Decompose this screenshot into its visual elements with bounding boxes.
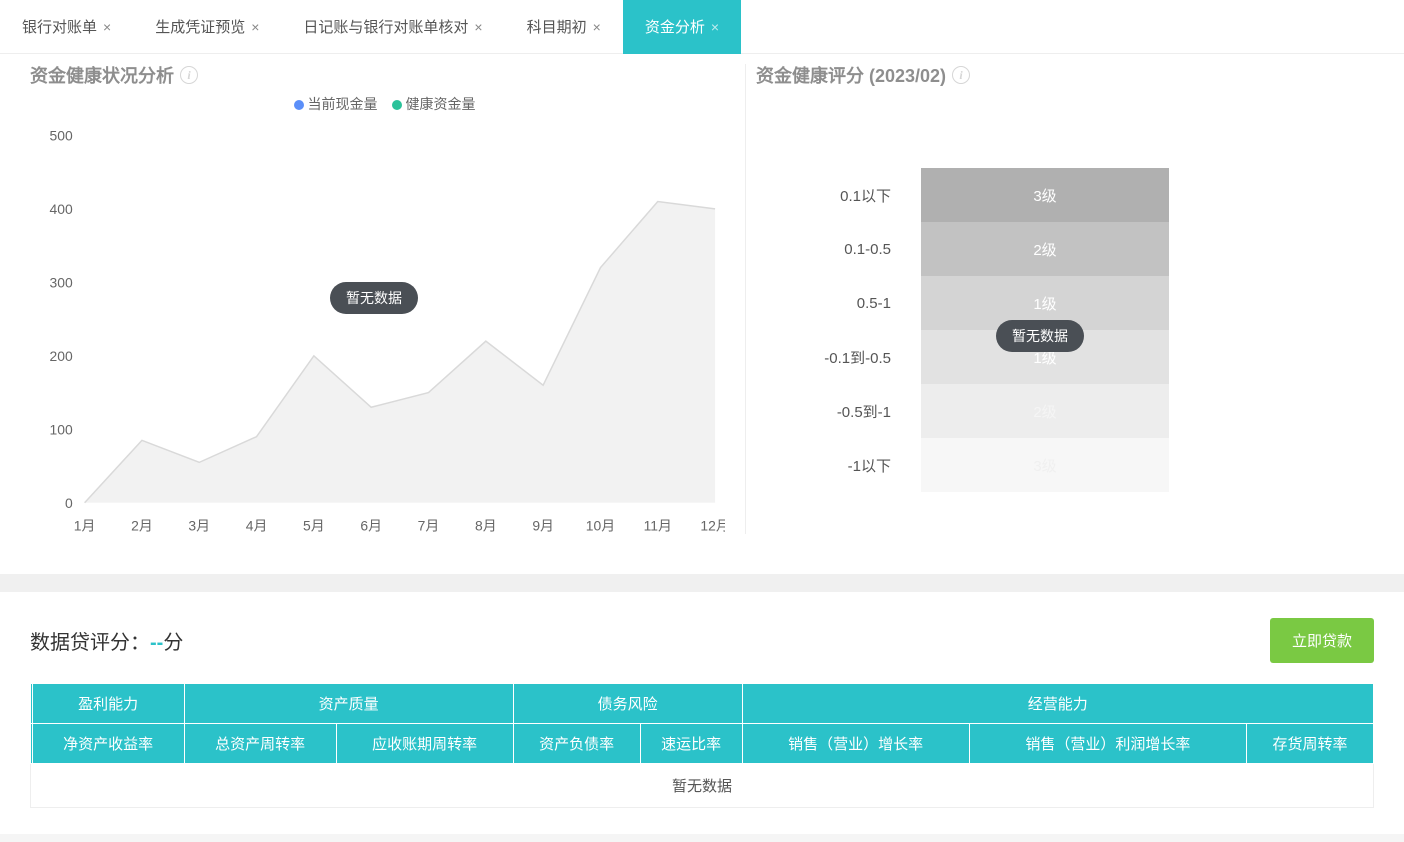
svg-text:7月: 7月 xyxy=(418,518,440,534)
legend-label: 健康资金量 xyxy=(406,96,476,112)
svg-text:12月: 12月 xyxy=(700,518,725,534)
table-header-cell: 存货周转率 xyxy=(1246,724,1373,764)
rating-range-label: -1以下 xyxy=(756,438,921,492)
tab-0[interactable]: 银行对账单 × xyxy=(0,0,133,54)
svg-text:200: 200 xyxy=(50,348,73,364)
chart-nodata-badge: 暂无数据 xyxy=(330,282,418,314)
rating-range-label: -0.1到-0.5 xyxy=(756,330,921,384)
right-section-title: 资金健康评分 (2023/02) i xyxy=(756,62,1374,88)
tab-label: 日记账与银行对账单核对 xyxy=(303,16,468,37)
tab-4[interactable]: 资金分析 × xyxy=(623,0,741,54)
svg-text:5月: 5月 xyxy=(303,518,325,534)
score-label-text: 数据贷评分： xyxy=(30,632,150,654)
tab-label: 银行对账单 xyxy=(22,16,97,37)
table-nodata-cell: 暂无数据 xyxy=(31,764,1374,808)
right-title-text: 资金健康评分 (2023/02) xyxy=(756,62,946,88)
info-icon[interactable]: i xyxy=(180,66,198,84)
svg-text:8月: 8月 xyxy=(475,518,497,534)
score-value: -- xyxy=(150,632,163,654)
loan-now-button[interactable]: 立即贷款 xyxy=(1270,618,1374,663)
svg-text:100: 100 xyxy=(50,421,73,437)
tab-3[interactable]: 科目期初 × xyxy=(505,0,623,54)
table-header-cell: 销售（营业）增长率 xyxy=(742,724,969,764)
svg-text:10月: 10月 xyxy=(586,518,615,534)
rating-range-label: -0.5到-1 xyxy=(756,384,921,438)
table-header-row-2: 净资产收益率总资产周转率应收账期周转率资产负债率速运比率销售（营业）增长率销售（… xyxy=(31,724,1374,764)
table-header-row-1: 盈利能力资产质量债务风险经营能力 xyxy=(31,684,1374,724)
table-header-cell: 资产负债率 xyxy=(513,724,640,764)
tab-bar: 银行对账单 × 生成凭证预览 × 日记账与银行对账单核对 × 科目期初 × 资金分析 × xyxy=(0,0,1404,54)
tab-label: 资金分析 xyxy=(645,16,705,37)
metrics-table: 盈利能力资产质量债务风险经营能力净资产收益率总资产周转率应收账期周转率资产负债率… xyxy=(30,683,1374,808)
data-loan-section: 数据贷评分：--分 立即贷款 盈利能力资产质量债务风险经营能力净资产收益率总资产… xyxy=(0,592,1404,834)
table-nodata-row: 暂无数据 xyxy=(31,764,1374,808)
svg-text:500: 500 xyxy=(50,127,73,143)
close-icon[interactable]: × xyxy=(251,19,259,35)
svg-text:0: 0 xyxy=(65,495,73,511)
svg-text:11月: 11月 xyxy=(644,518,672,534)
close-icon[interactable]: × xyxy=(711,19,719,35)
score-label: 数据贷评分：--分 xyxy=(30,626,183,655)
score-unit: 分 xyxy=(163,632,183,654)
section-gap xyxy=(0,574,1404,592)
fund-health-score-panel: 资金健康评分 (2023/02) i 0.1以下0.1-0.50.5-1-0.1… xyxy=(746,54,1404,544)
rating-table: 0.1以下0.1-0.50.5-1-0.1到-0.5-0.5到-1-1以下 3级… xyxy=(756,168,1374,492)
rating-range-label: 0.1以下 xyxy=(756,168,921,222)
legend-label: 当前现金量 xyxy=(308,96,378,112)
tab-label: 科目期初 xyxy=(527,16,587,37)
legend-dot xyxy=(392,100,402,110)
table-header-cell: 销售（营业）利润增长率 xyxy=(969,724,1246,764)
table-header-group: 资产质量 xyxy=(184,684,513,724)
left-section-title: 资金健康状况分析 i xyxy=(30,62,725,88)
rating-labels-col: 0.1以下0.1-0.50.5-1-0.1到-0.5-0.5到-1-1以下 xyxy=(756,168,921,492)
chart-svg: 0 100 200 300 400 500 1月 2月 3月 4月 5月 6月 7月 8月 9月 10月 11月… xyxy=(30,124,725,544)
left-title-text: 资金健康状况分析 xyxy=(30,62,174,88)
rating-range-label: 0.1-0.5 xyxy=(756,222,921,276)
svg-text:4月: 4月 xyxy=(246,518,268,534)
close-icon[interactable]: × xyxy=(474,19,482,35)
table-header-cell: 应收账期周转率 xyxy=(336,724,513,764)
tab-1[interactable]: 生成凭证预览 × xyxy=(133,0,281,54)
tab-2[interactable]: 日记账与银行对账单核对 × xyxy=(281,0,504,54)
score-row: 数据贷评分：--分 立即贷款 xyxy=(30,618,1374,663)
rating-level-cell: 2级 xyxy=(921,384,1169,438)
svg-text:3月: 3月 xyxy=(188,518,210,534)
chart-legend: 当前现金量 健康资金量 xyxy=(30,94,725,114)
svg-text:6月: 6月 xyxy=(360,518,382,534)
line-chart: 0 100 200 300 400 500 1月 2月 3月 4月 5月 6月 7月 8月 9月 10月 11月… xyxy=(30,124,725,544)
upper-panels: 资金健康状况分析 i 当前现金量 健康资金量 0 100 200 300 400 500 1月… xyxy=(0,54,1404,574)
rating-level-cell: 3级 xyxy=(921,438,1169,492)
table-header-cell: 速运比率 xyxy=(640,724,742,764)
rating-level-cell: 3级 xyxy=(921,168,1169,222)
svg-text:2月: 2月 xyxy=(131,518,153,534)
table-header-cell: 净资产收益率 xyxy=(32,724,184,764)
fund-health-analysis-panel: 资金健康状况分析 i 当前现金量 健康资金量 0 100 200 300 400 500 1月… xyxy=(0,54,745,544)
rating-nodata-badge: 暂无数据 xyxy=(996,320,1084,352)
svg-text:400: 400 xyxy=(50,201,73,217)
svg-text:9月: 9月 xyxy=(532,518,554,534)
rating-level-cell: 2级 xyxy=(921,222,1169,276)
legend-dot xyxy=(294,100,304,110)
table-header-group: 盈利能力 xyxy=(32,684,184,724)
svg-text:1月: 1月 xyxy=(74,518,96,534)
close-icon[interactable]: × xyxy=(103,19,111,35)
table-header-group: 经营能力 xyxy=(742,684,1373,724)
tab-label: 生成凭证预览 xyxy=(155,16,245,37)
close-icon[interactable]: × xyxy=(593,19,601,35)
svg-text:300: 300 xyxy=(50,274,73,290)
info-icon[interactable]: i xyxy=(952,66,970,84)
rating-range-label: 0.5-1 xyxy=(756,276,921,330)
table-header-group: 债务风险 xyxy=(513,684,742,724)
table-header-cell: 总资产周转率 xyxy=(184,724,336,764)
